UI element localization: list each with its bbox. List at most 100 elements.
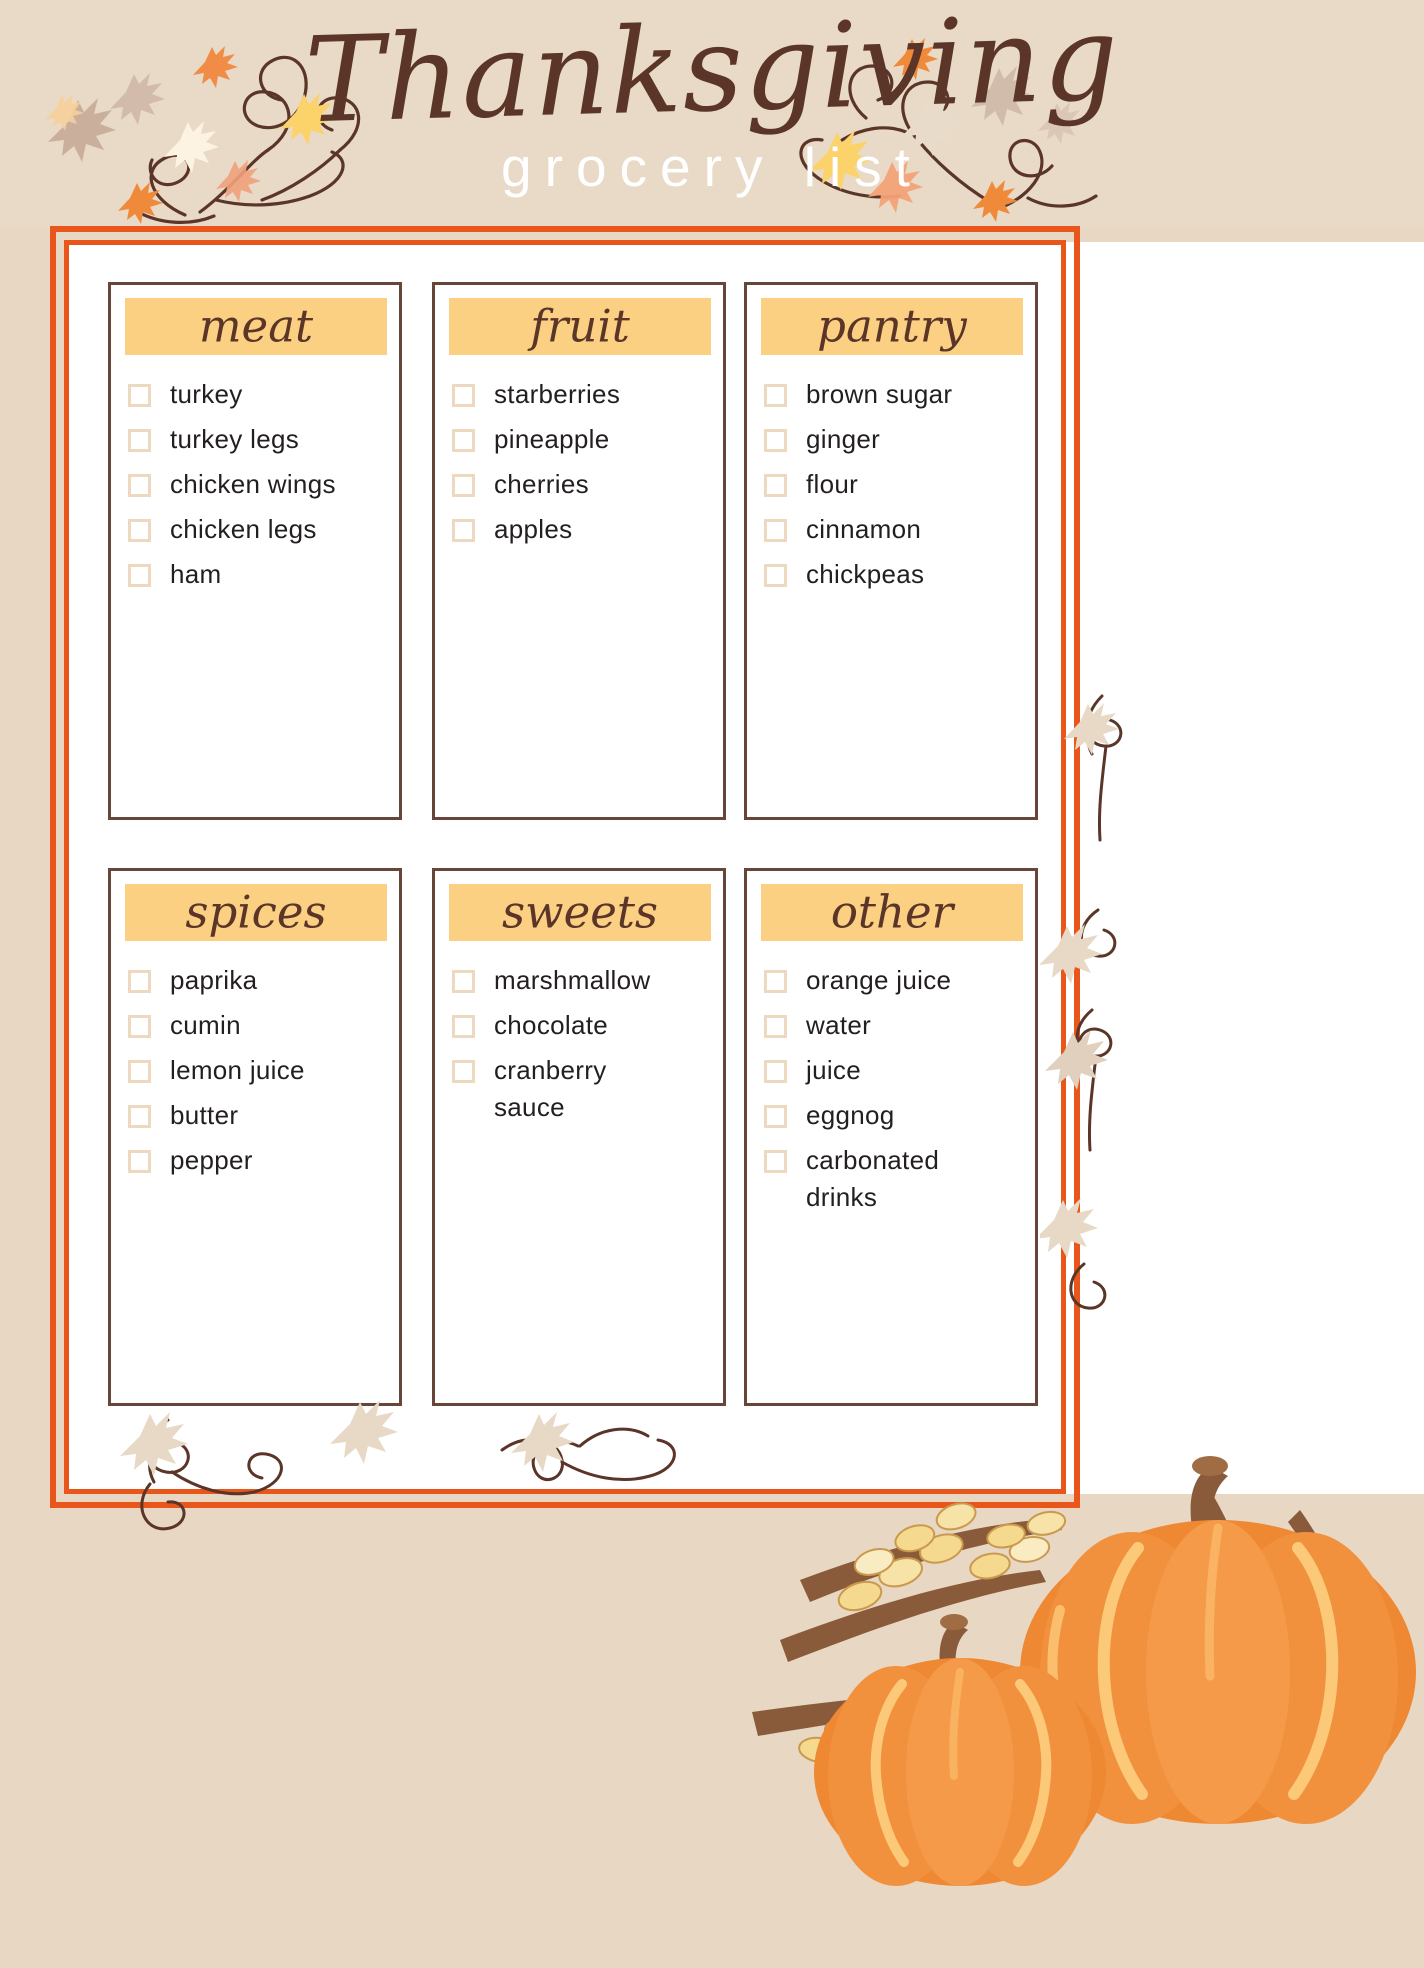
checkbox-icon[interactable] bbox=[764, 1015, 787, 1038]
checkbox-icon[interactable] bbox=[764, 1060, 787, 1083]
card-border bbox=[744, 868, 1038, 1406]
list-item[interactable]: marshmallow bbox=[452, 962, 710, 999]
list-item[interactable]: juice bbox=[764, 1052, 1022, 1089]
checkbox-icon[interactable] bbox=[128, 564, 151, 587]
checkbox-icon[interactable] bbox=[128, 1150, 151, 1173]
category-header-band: pantry bbox=[761, 298, 1023, 355]
checkbox-icon[interactable] bbox=[452, 474, 475, 497]
checklist-spices: paprika cumin lemon juice butter pepper bbox=[128, 962, 386, 1187]
list-item[interactable]: ginger bbox=[764, 421, 1022, 458]
item-label: chickpeas bbox=[806, 559, 925, 589]
category-header-band: other bbox=[761, 884, 1023, 941]
list-item[interactable]: butter bbox=[128, 1097, 386, 1134]
checklist-fruit: starberries pineapple cherries apples bbox=[452, 376, 710, 556]
checkbox-icon[interactable] bbox=[452, 970, 475, 993]
category-title: other bbox=[830, 885, 954, 939]
list-item[interactable]: brown sugar bbox=[764, 376, 1022, 413]
checkbox-icon[interactable] bbox=[128, 1060, 151, 1083]
category-title: fruit bbox=[530, 299, 630, 353]
category-card-pantry[interactable]: pantry brown sugar ginger flour cinnamon… bbox=[744, 282, 1038, 820]
checkbox-icon[interactable] bbox=[764, 1150, 787, 1173]
list-item[interactable]: turkey legs bbox=[128, 421, 386, 458]
category-header-band: sweets bbox=[449, 884, 711, 941]
item-label: starberries bbox=[494, 379, 621, 409]
checkbox-icon[interactable] bbox=[128, 519, 151, 542]
list-item[interactable]: flour bbox=[764, 466, 1022, 503]
list-item[interactable]: chicken legs bbox=[128, 511, 386, 548]
checkbox-icon[interactable] bbox=[764, 564, 787, 587]
item-label: lemon juice bbox=[170, 1055, 305, 1085]
list-item[interactable]: cumin bbox=[128, 1007, 386, 1044]
checkbox-icon[interactable] bbox=[128, 384, 151, 407]
checkbox-icon[interactable] bbox=[452, 1060, 475, 1083]
item-label: turkey legs bbox=[170, 424, 300, 454]
category-header-band: meat bbox=[125, 298, 387, 355]
item-label: pineapple bbox=[494, 424, 610, 454]
frame-top-inner bbox=[64, 240, 1066, 245]
checkbox-icon[interactable] bbox=[128, 1105, 151, 1128]
category-card-other[interactable]: other orange juice water juice eggnog ca… bbox=[744, 868, 1038, 1406]
list-item[interactable]: paprika bbox=[128, 962, 386, 999]
item-label: ham bbox=[170, 559, 222, 589]
list-item[interactable]: cherries bbox=[452, 466, 710, 503]
list-item[interactable]: water bbox=[764, 1007, 1022, 1044]
item-label: chicken legs bbox=[170, 514, 317, 544]
card-border bbox=[432, 868, 726, 1406]
frame-top-outer bbox=[50, 226, 1080, 232]
list-item[interactable]: pepper bbox=[128, 1142, 386, 1179]
item-label: pepper bbox=[170, 1145, 253, 1175]
checkbox-icon[interactable] bbox=[452, 1015, 475, 1038]
item-label: juice bbox=[806, 1055, 861, 1085]
category-title: spices bbox=[185, 885, 327, 939]
checkbox-icon[interactable] bbox=[764, 970, 787, 993]
list-item[interactable]: apples bbox=[452, 511, 710, 548]
card-border bbox=[108, 282, 402, 820]
checkbox-icon[interactable] bbox=[764, 519, 787, 542]
item-label: turkey bbox=[170, 379, 243, 409]
item-label: chicken wings bbox=[170, 469, 336, 499]
category-header-band: spices bbox=[125, 884, 387, 941]
list-item[interactable]: orange juice bbox=[764, 962, 1022, 999]
list-item[interactable]: cranberry sauce bbox=[452, 1052, 710, 1126]
checkbox-icon[interactable] bbox=[128, 474, 151, 497]
checkbox-icon[interactable] bbox=[452, 384, 475, 407]
category-card-spices[interactable]: spices paprika cumin lemon juice butter … bbox=[108, 868, 402, 1406]
checkbox-icon[interactable] bbox=[764, 1105, 787, 1128]
frame-left-outer bbox=[50, 226, 56, 1508]
checkbox-icon[interactable] bbox=[452, 519, 475, 542]
list-item[interactable]: turkey bbox=[128, 376, 386, 413]
checklist-pantry: brown sugar ginger flour cinnamon chickp… bbox=[764, 376, 1022, 601]
checkbox-icon[interactable] bbox=[764, 384, 787, 407]
frame-left-inner bbox=[64, 240, 69, 1494]
frame-bottom-outer bbox=[50, 1502, 1080, 1508]
checkbox-icon[interactable] bbox=[128, 1015, 151, 1038]
frame-right-outer bbox=[1074, 226, 1080, 1508]
item-label: cumin bbox=[170, 1010, 241, 1040]
list-item[interactable]: chocolate bbox=[452, 1007, 710, 1044]
category-card-sweets[interactable]: sweets marshmallow chocolate cranberry s… bbox=[432, 868, 726, 1406]
item-label: orange juice bbox=[806, 965, 952, 995]
checkbox-icon[interactable] bbox=[452, 429, 475, 452]
checkbox-icon[interactable] bbox=[128, 429, 151, 452]
list-item[interactable]: pineapple bbox=[452, 421, 710, 458]
category-title: meat bbox=[198, 299, 314, 353]
item-label: paprika bbox=[170, 965, 258, 995]
checkbox-icon[interactable] bbox=[764, 429, 787, 452]
list-item[interactable]: chicken wings bbox=[128, 466, 386, 503]
maple-leaf-icon bbox=[45, 38, 1083, 224]
list-item[interactable]: cinnamon bbox=[764, 511, 1022, 548]
list-item[interactable]: ham bbox=[128, 556, 386, 593]
checkbox-icon[interactable] bbox=[764, 474, 787, 497]
checkbox-icon[interactable] bbox=[128, 970, 151, 993]
list-item[interactable]: starberries bbox=[452, 376, 710, 413]
list-item[interactable]: eggnog bbox=[764, 1097, 1022, 1134]
category-card-meat[interactable]: meat turkey turkey legs chicken wings ch… bbox=[108, 282, 402, 820]
list-item[interactable]: carbonated drinks bbox=[764, 1142, 1022, 1216]
category-card-fruit[interactable]: fruit starberries pineapple cherries app… bbox=[432, 282, 726, 820]
item-label: cherries bbox=[494, 469, 589, 499]
item-label: butter bbox=[170, 1100, 239, 1130]
list-item[interactable]: chickpeas bbox=[764, 556, 1022, 593]
item-label: carbonated drinks bbox=[806, 1145, 940, 1212]
list-item[interactable]: lemon juice bbox=[128, 1052, 386, 1089]
checklist-other: orange juice water juice eggnog carbonat… bbox=[764, 962, 1022, 1224]
